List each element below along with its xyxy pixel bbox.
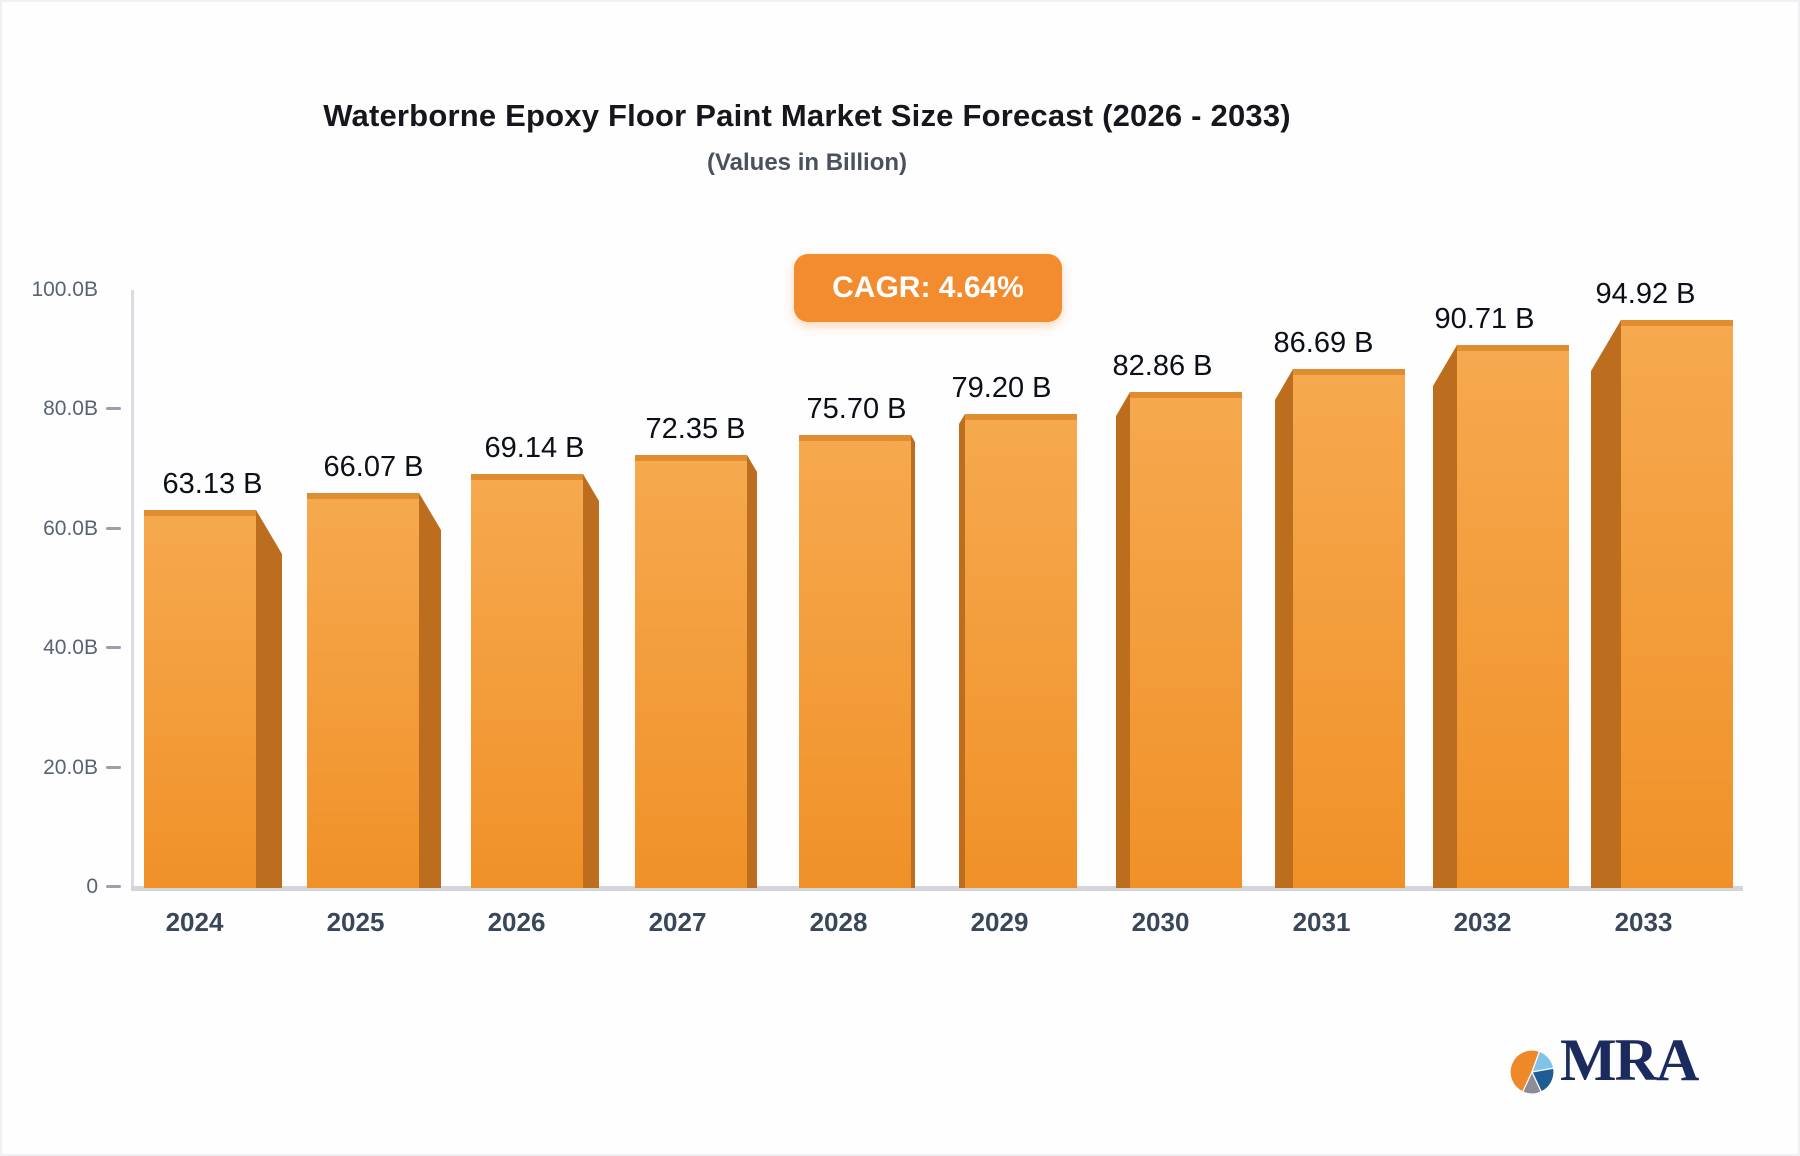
bar-side-face — [1275, 369, 1293, 888]
bar-face — [1457, 345, 1569, 888]
y-tick-dash — [106, 646, 121, 650]
x-axis-label: 2033 — [1614, 907, 1673, 937]
bar — [1591, 320, 1733, 888]
bar-top-face — [1293, 369, 1405, 375]
y-tick-dash — [106, 765, 121, 769]
bar-top-face — [799, 435, 911, 441]
x-axis-line — [131, 886, 1743, 891]
bar-value-label: 75.70 B — [806, 393, 907, 425]
y-tick-label: 60.0B — [43, 516, 98, 540]
bar-side-face — [1591, 320, 1621, 888]
bar-side-face — [959, 414, 965, 888]
bar-face — [1621, 320, 1733, 888]
bar-face — [1293, 369, 1405, 888]
bar-top-face — [471, 474, 583, 480]
bar-face — [799, 435, 911, 888]
bar-side-face — [911, 435, 915, 888]
bar-side-face — [1116, 392, 1130, 888]
bar — [959, 414, 1077, 888]
x-axis-label: 2024 — [165, 907, 224, 937]
y-tick-label: 0 — [86, 875, 98, 898]
bar — [307, 493, 441, 888]
bar — [471, 474, 599, 888]
logo: MRA — [1502, 1027, 1762, 1122]
gray-slice — [1521, 1070, 1543, 1095]
logo-text: MRA — [1560, 1027, 1699, 1093]
bar-side-face — [256, 510, 282, 888]
x-axis-label: 2028 — [809, 907, 868, 937]
x-axis-label: 2030 — [1131, 907, 1190, 937]
bar-value-label: 90.71 B — [1434, 303, 1535, 335]
bar-value-label: 66.07 B — [323, 451, 424, 483]
bar-value-label: 63.13 B — [162, 468, 263, 500]
x-axis-label: 2027 — [648, 907, 707, 937]
bar — [1116, 392, 1242, 888]
orange-slice — [1509, 1049, 1541, 1093]
x-axis-label: 2032 — [1453, 907, 1512, 937]
bar-value-label: 69.14 B — [484, 432, 585, 464]
bar-top-face — [635, 455, 747, 461]
bar-top-face — [144, 510, 256, 516]
bar-face — [965, 414, 1077, 888]
x-axis-label: 2026 — [487, 907, 546, 937]
bar-value-label: 82.86 B — [1112, 350, 1213, 382]
bar — [799, 435, 915, 888]
cagr-badge: CAGR: 4.64% — [794, 254, 1062, 322]
bar-value-label: 86.69 B — [1273, 327, 1374, 359]
bar-top-face — [1130, 392, 1242, 398]
x-axis-label: 2029 — [970, 907, 1029, 937]
bar-top-face — [1457, 345, 1569, 351]
bar-side-face — [583, 474, 599, 888]
y-axis-line — [131, 290, 134, 889]
bar — [1275, 369, 1405, 888]
bar-top-face — [965, 414, 1077, 420]
bar — [1433, 345, 1569, 888]
bar-value-label: 72.35 B — [645, 413, 746, 445]
logo-pie-icon — [1509, 1049, 1555, 1095]
bar-side-face — [419, 493, 441, 888]
chart-subtitle: (Values in Billion) — [706, 149, 908, 176]
bar — [635, 455, 757, 888]
y-tick-dash — [106, 885, 121, 888]
bar-face — [144, 510, 256, 888]
bar-top-face — [1621, 320, 1733, 326]
bar-top-face — [307, 493, 419, 499]
y-tick-label: 80.0B — [43, 397, 98, 421]
chart-title: Waterborne Epoxy Floor Paint Market Size… — [323, 98, 1291, 133]
bar-face — [307, 493, 419, 888]
x-axis-label: 2031 — [1292, 907, 1351, 937]
bar-value-label: 94.92 B — [1595, 278, 1696, 310]
bar-face — [471, 474, 583, 888]
x-axis-label: 2025 — [326, 907, 385, 937]
y-tick-label: 100.0B — [31, 278, 98, 301]
y-tick-label: 20.0B — [43, 755, 98, 779]
bar-side-face — [747, 455, 757, 888]
bar-face — [1130, 392, 1242, 888]
bar-side-face — [1433, 345, 1457, 888]
y-tick-label: 40.0B — [43, 636, 98, 660]
bar-value-label: 79.20 B — [951, 372, 1052, 404]
bar — [144, 510, 282, 888]
y-tick-dash — [106, 407, 121, 411]
bar-face — [635, 455, 747, 888]
y-tick-dash — [106, 526, 121, 530]
